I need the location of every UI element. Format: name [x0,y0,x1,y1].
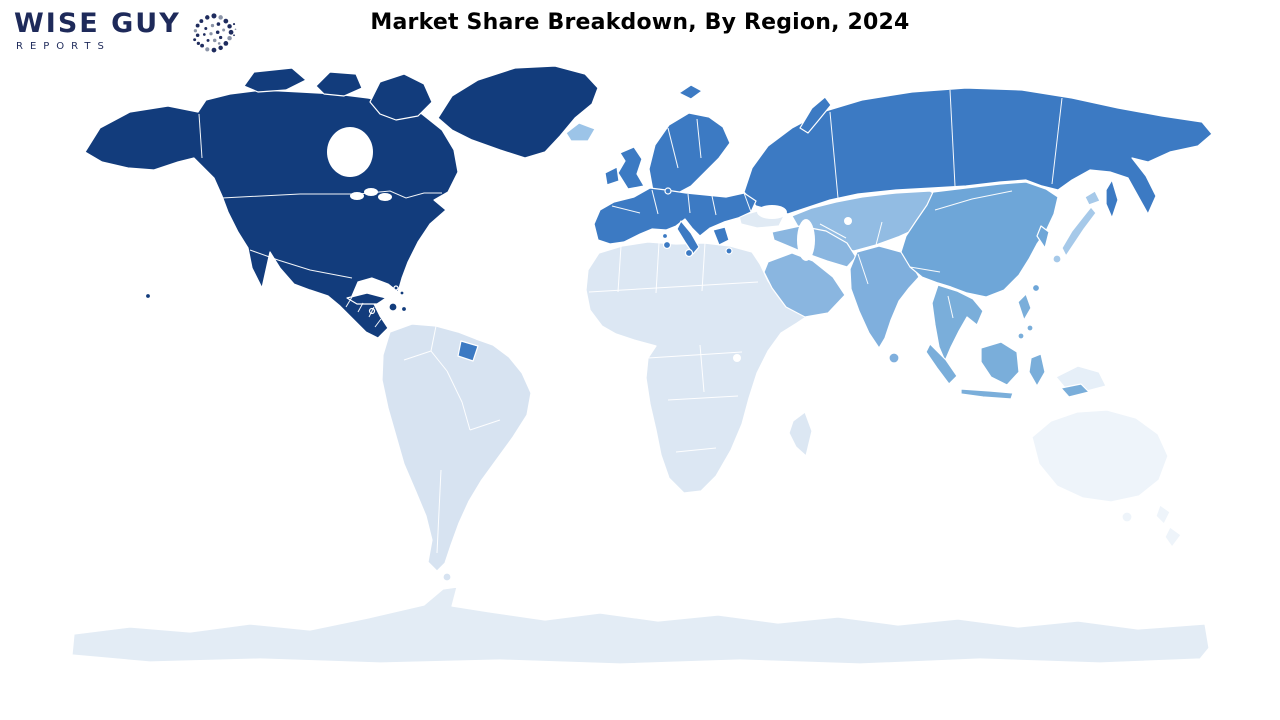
logo-title: WISE GUY [14,8,181,39]
region-antarctica-group [71,586,1210,665]
timor [1060,383,1090,398]
arctic-island-mid [315,71,363,97]
greenland [437,65,599,159]
honshu [1061,206,1097,257]
corsica [661,232,669,240]
hispaniola [388,302,398,312]
korea [1036,225,1050,249]
baffin-island [369,73,433,121]
north-america-mainland [84,89,459,339]
south-america-mainland [381,323,532,572]
region-south-america-group [381,323,532,582]
region-africa-group [585,241,813,494]
russia [743,87,1213,215]
tasmania [1121,511,1133,523]
ireland [604,166,620,186]
new-zealand-south [1164,526,1182,548]
bahamas-2 [399,290,405,296]
kyushu [1052,254,1062,264]
country-borders-group [198,89,1063,554]
logo-subtitle: REPORTS [16,41,111,52]
puerto-rico [400,305,408,313]
great-lake-2 [364,188,378,196]
sri-lanka [888,352,900,364]
region-north-america-group [84,65,599,339]
europe-mainland [593,187,757,245]
sakhalin [1105,179,1119,219]
china-mongolia [900,181,1059,298]
africa-mainland [585,241,813,494]
french-guiana [457,340,479,362]
indochina [931,284,984,362]
antarctica [71,586,1210,665]
philippines-mindanao [1017,332,1025,340]
philippines-visayas [1026,324,1034,332]
novaya-zemlya [799,96,832,134]
head-dots-icon [192,13,237,53]
madagascar [788,411,813,457]
inland-water-group [327,127,852,362]
bahamas-1 [393,285,399,291]
italy [676,220,700,255]
svalbard [678,84,703,100]
borneo [980,341,1020,386]
hawaii [144,292,152,300]
chart-title: Market Share Breakdown, By Region, 2024 [370,10,910,35]
logo: WISE GUY REPORTS [14,10,237,56]
tierra-del-fuego [442,572,452,582]
region-southeast-asia-group [925,284,1090,400]
taiwan [1031,283,1041,293]
java [960,388,1014,400]
region-east-asia-group [900,181,1059,298]
australia [1031,409,1169,503]
black-sea [757,205,787,219]
aral-sea [844,217,852,225]
sumatra [925,343,958,385]
scandinavia [648,112,731,197]
caspian-sea [797,219,815,261]
hokkaido [1084,190,1101,206]
iceland [565,122,596,142]
region-oceania-group [1031,409,1182,548]
great-britain [617,146,645,190]
region-iceland-group [565,122,596,142]
sardinia [662,240,672,250]
greece [712,226,730,246]
cuba [346,292,387,305]
philippines-luzon [1017,293,1032,321]
arctic-island-west [243,67,307,93]
hudson-bay [327,127,373,177]
sulawesi [1028,353,1046,387]
region-europe-russia-group [457,84,1213,362]
region-japan-group [1052,190,1101,264]
denmark [664,187,672,195]
crete [725,247,733,255]
great-lake-3 [378,193,392,201]
lake-victoria [733,354,741,362]
sicily [684,248,694,258]
new-zealand-north [1155,504,1171,525]
